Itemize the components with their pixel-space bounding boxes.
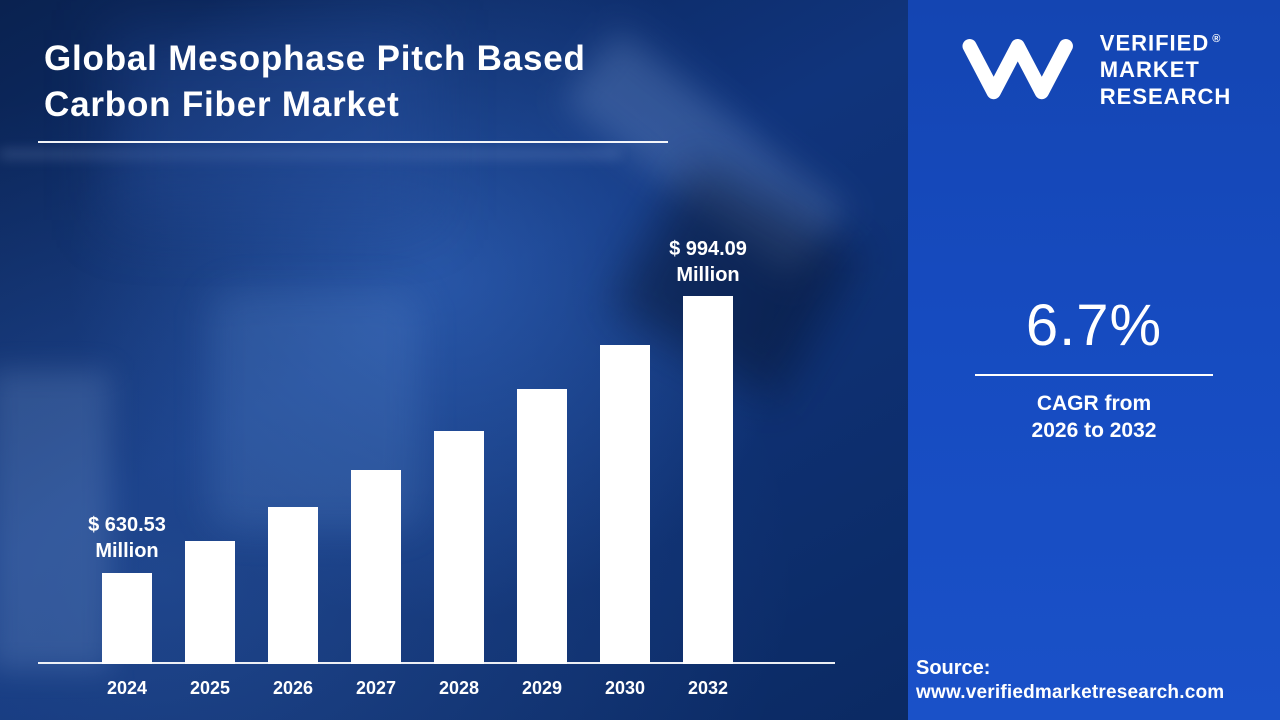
info-panel: VERIFIED ® MARKET RESEARCH 6.7% CAGR from…: [908, 0, 1280, 720]
end-value-label: $ 994.09 Million: [628, 236, 788, 288]
chart-bar: [268, 507, 318, 664]
brand-line-research: RESEARCH: [1099, 84, 1232, 110]
source-label: Source:: [916, 657, 991, 679]
chart-bar: [185, 541, 235, 664]
x-axis-year-label: 2030: [604, 678, 646, 698]
vmr-logo: VERIFIED ® MARKET RESEARCH: [908, 26, 1280, 110]
bar-column: 2024: [102, 573, 152, 698]
page-title: Global Mesophase Pitch Based Carbon Fibe…: [44, 36, 724, 128]
chart-bar: [351, 470, 401, 664]
x-axis-year-label: 2028: [438, 678, 480, 698]
start-value-label: $ 630.53 Million: [47, 512, 207, 564]
chart-bar: [600, 345, 650, 664]
source-url: www.verifiedmarketresearch.com: [916, 682, 1225, 703]
cagr-value: 6.7%: [1025, 293, 1163, 358]
bar-column: 2026: [268, 507, 318, 698]
chart-baseline: [38, 662, 835, 664]
bar-chart: 2024 2025 2026 2027 2028 2029 2030 2032: [102, 296, 733, 698]
bar-column: 2032: [683, 296, 733, 698]
title-underline: [38, 141, 668, 143]
bar-column: 2027: [351, 470, 401, 698]
chart-bar: [102, 573, 152, 664]
vmr-logo-icon: [962, 39, 1073, 100]
source-block: Source: www.verifiedmarketresearch.com: [916, 654, 1224, 704]
registered-mark: ®: [1212, 33, 1222, 45]
chart-bar: [517, 389, 567, 664]
chart-section: Global Mesophase Pitch Based Carbon Fibe…: [0, 0, 908, 720]
cagr-divider: [975, 374, 1213, 376]
brand-line-verified: VERIFIED: [1099, 30, 1210, 56]
bar-column: 2030: [600, 345, 650, 698]
bar-column: 2029: [517, 389, 567, 698]
chart-bar: [683, 296, 733, 664]
start-value-amount: $ 630.53: [88, 514, 166, 536]
x-axis-year-label: 2032: [687, 678, 729, 698]
x-axis-year-label: 2026: [272, 678, 314, 698]
chart-bar: [434, 431, 484, 664]
end-value-unit: Million: [676, 264, 740, 286]
title-line-2: Carbon Fiber Market: [44, 85, 400, 124]
brand-name: VERIFIED ® MARKET RESEARCH: [1100, 26, 1231, 110]
cagr-label: CAGR from 2026 to 2032: [908, 390, 1280, 444]
lab-photo-shelf: [0, 150, 620, 158]
bar-column: 2025: [185, 541, 235, 698]
x-axis-year-label: 2027: [355, 678, 397, 698]
x-axis-year-label: 2029: [521, 678, 563, 698]
cagr-label-line-2: 2026 to 2032: [1031, 419, 1157, 442]
bar-column: 2028: [434, 431, 484, 698]
brand-line-market: MARKET: [1099, 57, 1200, 83]
x-axis-year-label: 2025: [189, 678, 231, 698]
cagr-label-line-1: CAGR from: [1036, 392, 1152, 415]
start-value-unit: Million: [95, 540, 159, 562]
end-value-amount: $ 994.09: [669, 238, 747, 260]
x-axis-year-label: 2024: [106, 678, 148, 698]
title-line-1: Global Mesophase Pitch Based: [44, 39, 586, 78]
